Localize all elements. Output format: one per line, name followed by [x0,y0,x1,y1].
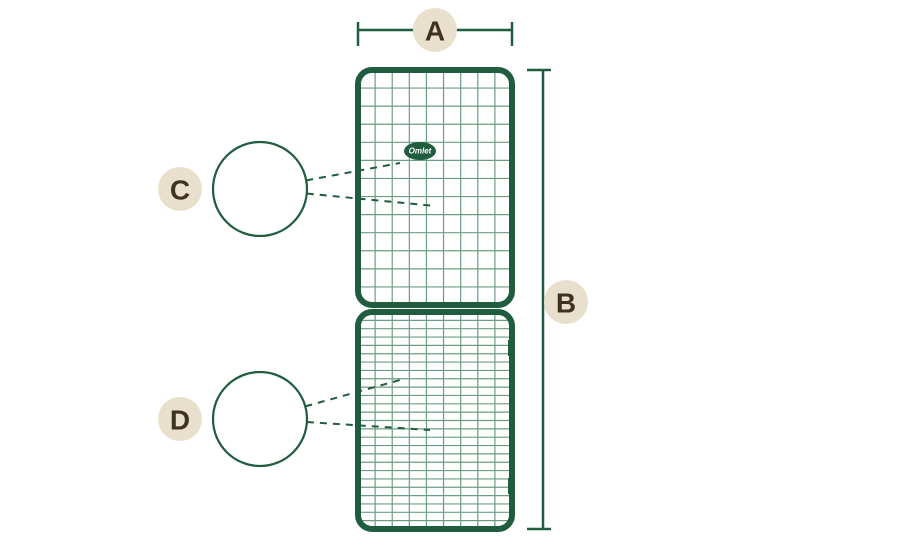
hinge-1 [508,478,513,494]
zoom-d-leader-0 [305,380,400,406]
hinge-0 [508,340,513,356]
svg-text:A: A [425,16,445,47]
label-a: A [413,8,457,52]
label-c: C [158,167,202,211]
svg-text:D: D [170,405,190,436]
zoom-c-leader-1 [307,194,435,206]
dimension-diagram: Omlet A B C D [0,0,900,550]
zoom-c [127,63,355,287]
brand-badge: Omlet [404,142,436,160]
panel-top [358,70,512,305]
label-b: B [544,280,588,324]
panel-bottom [358,312,512,529]
zoom-c-leader-0 [306,163,400,180]
svg-text:Omlet: Omlet [409,147,432,156]
label-d: D [158,397,202,441]
svg-text:B: B [556,288,576,319]
svg-text:C: C [170,175,190,206]
